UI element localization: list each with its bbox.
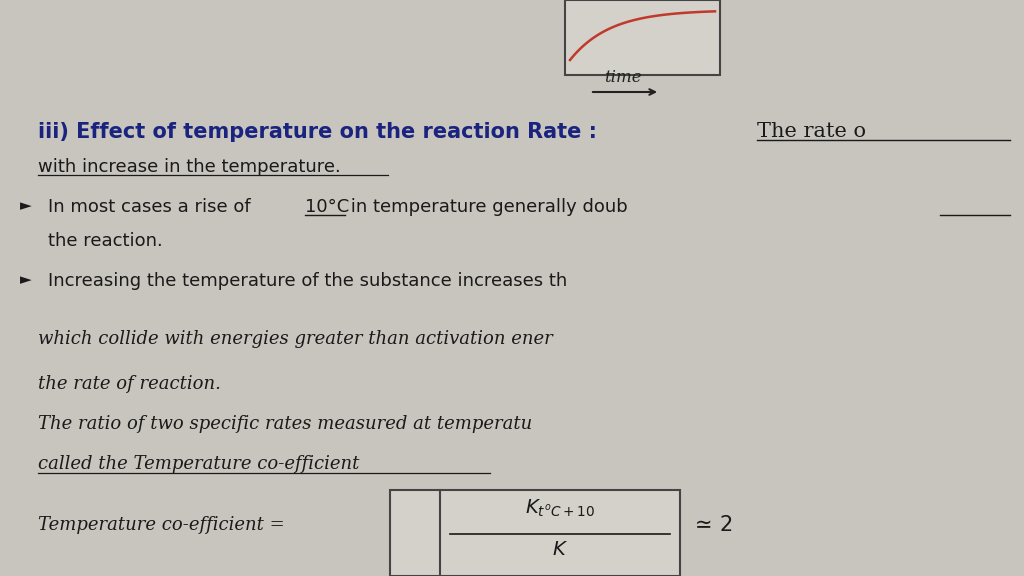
Text: in temperature generally doub: in temperature generally doub [345,198,628,216]
Text: $K$: $K$ [552,540,568,559]
Text: The rate o: The rate o [757,122,866,141]
Text: the rate of reaction.: the rate of reaction. [38,375,221,393]
Text: 10°C: 10°C [305,198,349,216]
Text: Increasing the temperature of the substance increases th: Increasing the temperature of the substa… [48,272,567,290]
Bar [565,0,720,75]
Text: the reaction.: the reaction. [48,232,163,250]
Text: In most cases a rise of: In most cases a rise of [48,198,256,216]
Text: which collide with energies greater than activation ener: which collide with energies greater than… [38,330,553,348]
Text: with increase in the temperature.: with increase in the temperature. [38,158,341,176]
Text: ►: ► [20,198,32,213]
Text: $K_{t^oC+10}$: $K_{t^oC+10}$ [525,498,595,520]
Text: $\simeq\,2$: $\simeq\,2$ [690,515,732,535]
Text: time: time [604,69,642,86]
Text: Temperature co-efficient =: Temperature co-efficient = [38,516,291,534]
Bar [390,490,680,576]
Text: The ratio of two specific rates measured at temperatu: The ratio of two specific rates measured… [38,415,532,433]
Text: ►: ► [20,272,32,287]
Text: iii) Effect of temperature on the reaction Rate :: iii) Effect of temperature on the reacti… [38,122,597,142]
Text: called the Temperature co-efficient: called the Temperature co-efficient [38,455,359,473]
